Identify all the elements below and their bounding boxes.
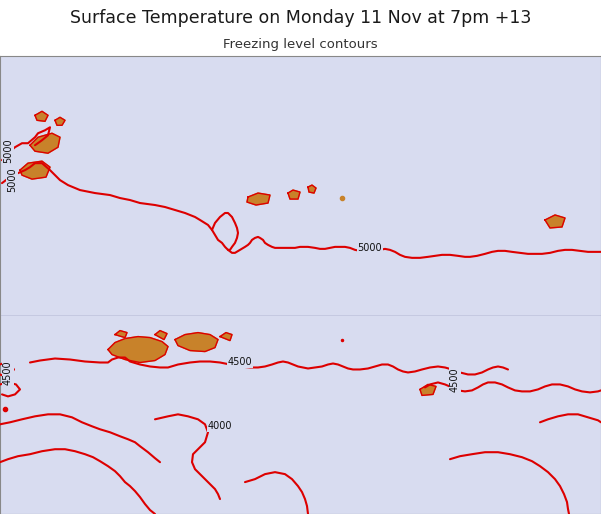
Polygon shape: [308, 185, 316, 193]
Polygon shape: [288, 190, 300, 199]
Polygon shape: [420, 384, 436, 395]
Polygon shape: [20, 161, 50, 179]
Polygon shape: [55, 117, 65, 125]
Text: 4500: 4500: [228, 358, 252, 368]
Polygon shape: [115, 331, 127, 338]
Polygon shape: [220, 333, 232, 341]
Polygon shape: [247, 193, 270, 205]
Polygon shape: [175, 333, 218, 352]
Text: 5000: 5000: [7, 168, 17, 192]
Polygon shape: [545, 215, 565, 228]
Polygon shape: [30, 133, 60, 153]
Text: 4000: 4000: [208, 421, 232, 431]
Text: Surface Temperature on Monday 11 Nov at 7pm +13: Surface Temperature on Monday 11 Nov at …: [70, 9, 531, 27]
Text: 5000: 5000: [358, 243, 382, 253]
Text: 4500: 4500: [3, 360, 13, 385]
Text: Freezing level contours: Freezing level contours: [223, 38, 378, 51]
Text: 4500: 4500: [450, 367, 460, 392]
Polygon shape: [108, 337, 168, 362]
Text: 5000: 5000: [3, 138, 13, 162]
Polygon shape: [35, 112, 48, 121]
Polygon shape: [155, 331, 167, 340]
